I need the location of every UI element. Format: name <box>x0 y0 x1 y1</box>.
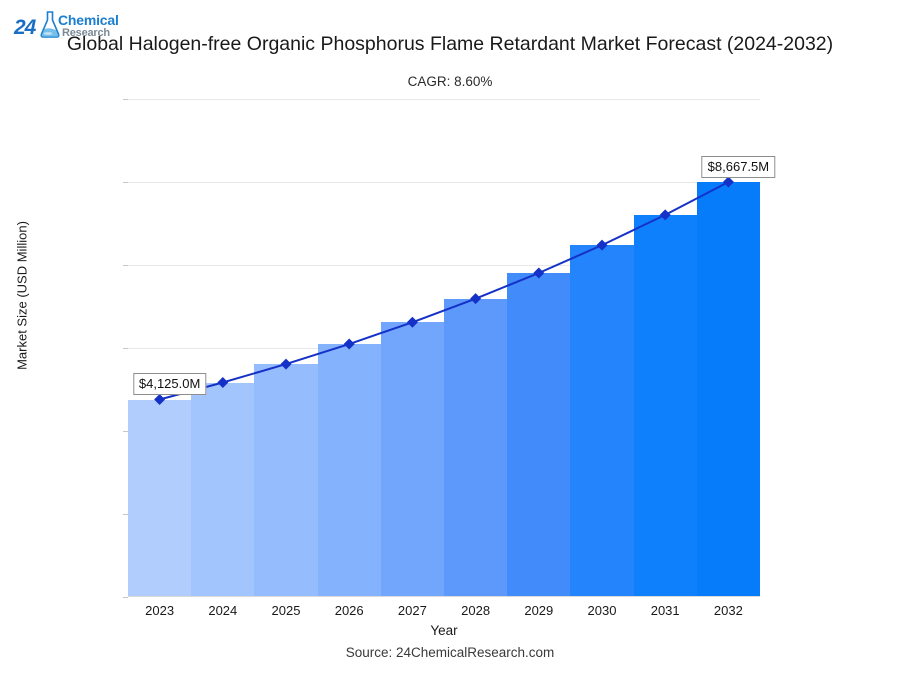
x-axis-tick-label: 2023 <box>145 603 175 618</box>
bar-2028[interactable] <box>444 298 508 597</box>
chart-subtitle-cagr: CAGR: 8.60% <box>407 74 493 89</box>
value-label-2032: $8,667.5M <box>701 156 776 178</box>
x-axis-tick-label: 2027 <box>397 603 427 618</box>
source-caption: Source: 24ChemicalResearch.com <box>345 645 555 660</box>
bar-2024[interactable] <box>191 382 255 597</box>
x-axis-tick-label: 2028 <box>461 603 491 618</box>
x-axis-tick-label: 2031 <box>650 603 680 618</box>
bar-2027[interactable] <box>380 322 444 597</box>
y-axis-tick-mark <box>123 514 128 515</box>
y-axis-tick-mark <box>123 431 128 432</box>
bar-2023[interactable] <box>128 399 192 597</box>
y-axis-tick-mark <box>123 99 128 100</box>
logo-word-chemical: Chemical <box>58 12 119 28</box>
y-axis-tick-mark <box>123 348 128 349</box>
chart-title: Global Halogen-free Organic Phosphorus F… <box>66 33 834 55</box>
y-axis-tick-mark <box>123 265 128 266</box>
plot-area: $0.0M$1,733.5M$3,467.0M$5,200.5M$6,934.0… <box>123 99 776 618</box>
bar-2031[interactable] <box>633 214 697 597</box>
gridline <box>128 99 760 100</box>
y-axis-tick-mark <box>123 182 128 183</box>
y-axis-tick-mark <box>123 597 128 598</box>
logo-word-research: Research <box>62 27 110 39</box>
bar-2025[interactable] <box>254 364 318 597</box>
flask-icon <box>39 10 61 40</box>
brand-logo: 24 Chemical Research <box>14 8 136 48</box>
x-axis-tick-label: 2030 <box>587 603 617 618</box>
x-axis-line <box>128 596 760 597</box>
bar-2030[interactable] <box>570 245 634 597</box>
gridline <box>128 182 760 183</box>
bar-2032[interactable] <box>696 182 760 597</box>
logo-number: 24 <box>14 16 36 39</box>
value-label-2023: $4,125.0M <box>132 373 207 396</box>
bar-2029[interactable] <box>507 273 571 597</box>
bar-2026[interactable] <box>317 344 381 597</box>
x-axis-tick-label: 2029 <box>524 603 554 618</box>
x-axis-tick-label: 2026 <box>334 603 364 618</box>
y-axis-title: Market Size (USD Million) <box>14 221 30 370</box>
x-axis-title: Year <box>430 623 458 638</box>
x-axis-tick-label: 2032 <box>713 603 743 618</box>
x-axis-tick-label: 2024 <box>208 603 238 618</box>
x-axis-tick-label: 2025 <box>271 603 301 618</box>
